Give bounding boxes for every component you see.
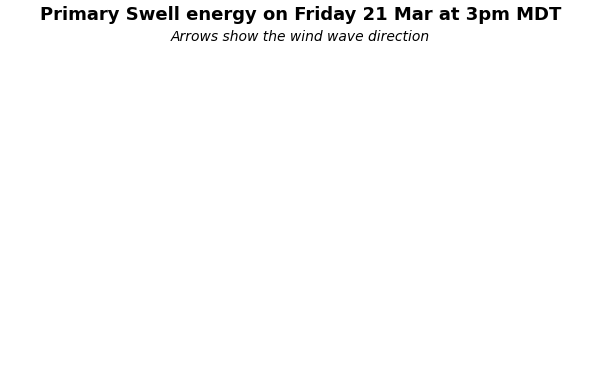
Text: Primary Swell energy on Friday 21 Mar at 3pm MDT: Primary Swell energy on Friday 21 Mar at…	[40, 6, 561, 24]
Text: cartopy required: cartopy required	[219, 200, 382, 219]
Text: Arrows show the wind wave direction: Arrows show the wind wave direction	[171, 30, 430, 44]
